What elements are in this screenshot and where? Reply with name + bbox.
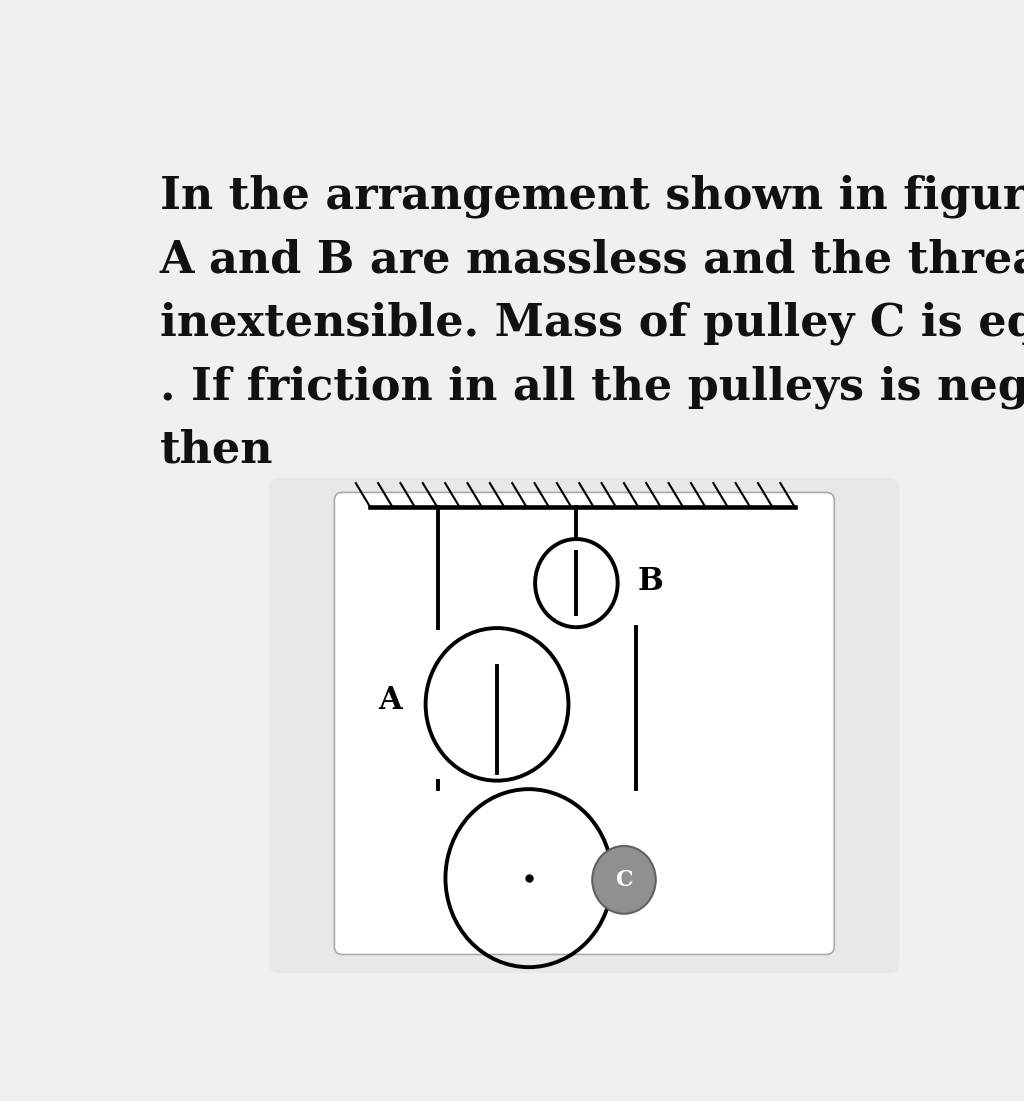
FancyBboxPatch shape	[269, 478, 899, 973]
Text: . If friction in all the pulleys is negligible,: . If friction in all the pulleys is negl…	[160, 366, 1024, 408]
Text: then: then	[160, 429, 273, 472]
Text: B: B	[637, 566, 664, 597]
Circle shape	[592, 846, 655, 914]
Text: In the arrangement shown in figure pulley: In the arrangement shown in figure pulle…	[160, 175, 1024, 218]
FancyBboxPatch shape	[334, 492, 835, 955]
Text: A: A	[378, 685, 401, 716]
Text: inextensible. Mass of pulley C is equal to m: inextensible. Mass of pulley C is equal …	[160, 302, 1024, 346]
Text: C: C	[615, 869, 633, 891]
Text: A and B are massless and the thread in: A and B are massless and the thread in	[160, 238, 1024, 281]
